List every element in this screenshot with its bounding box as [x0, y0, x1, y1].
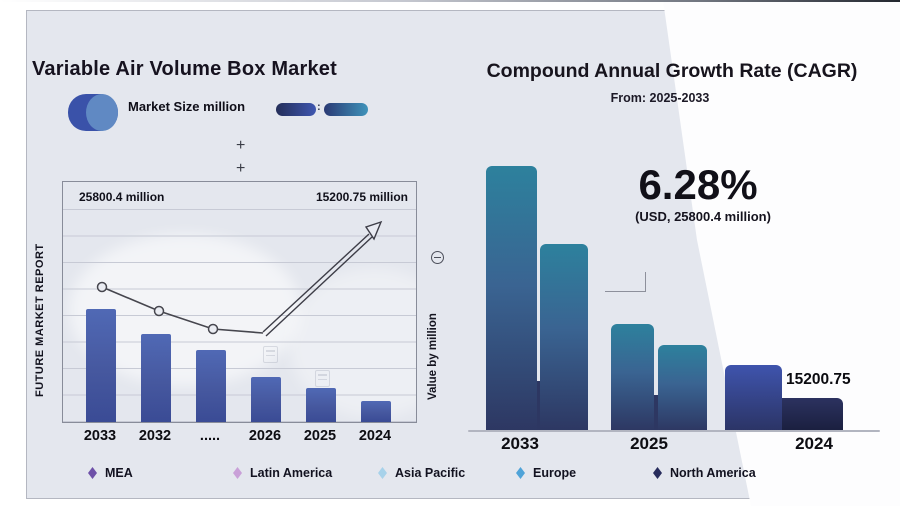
corner-bracket-decoration	[605, 272, 646, 292]
pill-separator: :	[317, 101, 321, 113]
diamond-marker-icon	[233, 467, 242, 479]
year-label: 2024	[795, 434, 833, 453]
page-title: Variable Air Volume Box Market	[32, 58, 337, 80]
gradient-pill-badge-1	[276, 103, 316, 116]
cagr-bar-2024-1	[725, 365, 782, 431]
plot-background	[63, 182, 416, 422]
year-label: 2025	[630, 434, 668, 453]
market-size-chart-plot: 25800.4 million 15200.75 million	[62, 181, 417, 423]
top-edge-line	[0, 0, 900, 2]
cagr-bar-2024-2	[782, 398, 843, 431]
bar-2032	[141, 334, 171, 422]
x-label: .....	[199, 428, 221, 444]
legend-label: Europe	[533, 466, 577, 480]
legend-label: North America	[670, 466, 756, 480]
cagr-value: 6.28%	[638, 161, 758, 208]
bar-2033	[86, 309, 116, 422]
bar-.....	[196, 350, 226, 422]
cagr-subtitle: From: 2025-2033	[610, 91, 710, 105]
value-axis-label: Value by million	[427, 313, 439, 401]
diamond-marker-icon	[653, 467, 662, 479]
cagr-bar-2025-1	[611, 324, 654, 431]
trend-line-arrow	[96, 220, 383, 337]
plus-mark-icon: +	[236, 137, 246, 154]
document-watermark-icon	[263, 346, 278, 363]
x-axis-labels: 2033 2032..... 2026 2025 2024	[62, 428, 415, 448]
cagr-bar-2033-1	[486, 166, 537, 431]
legend-label: Latin America	[250, 466, 333, 480]
bar-2024	[361, 401, 391, 422]
diamond-marker-icon	[88, 467, 97, 479]
cagr-bar-2033-2	[540, 244, 588, 431]
cylinder-icon	[68, 94, 118, 131]
baseline-axis	[468, 430, 880, 432]
start-value-annotation: 25800.4 million	[79, 190, 165, 204]
bar-joint	[537, 381, 540, 431]
zoom-out-icon	[431, 251, 444, 264]
diamond-marker-icon	[516, 467, 525, 479]
x-label: 2024	[358, 428, 392, 444]
bar-2025	[306, 388, 336, 422]
bar-2026	[251, 377, 281, 422]
legend-label: Asia Pacific	[395, 466, 466, 480]
x-label: 2033	[83, 428, 117, 444]
side-watermark-text: FUTURE MARKET REPORT	[34, 243, 46, 397]
legend-label: MEA	[105, 466, 133, 480]
legend-item-north-america: North America	[653, 466, 756, 480]
plus-mark-icon: +	[236, 160, 246, 177]
x-label: 2025	[303, 428, 337, 444]
data-value-label: 15200.75	[786, 371, 851, 388]
document-watermark-icon	[315, 370, 330, 387]
gradient-pill-badge-2	[324, 103, 368, 116]
legend-item-mea: MEA	[88, 466, 133, 480]
x-label: 2032	[138, 428, 172, 444]
year-label: 2033	[501, 434, 539, 453]
end-value-annotation: 15200.75 million	[315, 190, 408, 204]
legend-item-europe: Europe	[516, 466, 576, 480]
bar-joint	[654, 395, 658, 431]
x-label: 2026	[248, 428, 282, 444]
cagr-base-value: (USD, 25800.4 million)	[635, 209, 771, 224]
legend-item-asia-pacific: Asia Pacific	[378, 466, 465, 480]
cagr-title: Compound Annual Growth Rate (CAGR)	[486, 60, 858, 82]
legend-item-latin-america: Latin America	[233, 466, 332, 480]
diamond-marker-icon	[378, 467, 387, 479]
series-label: Market Size million	[128, 99, 246, 114]
cagr-bar-2025-2	[658, 345, 707, 431]
